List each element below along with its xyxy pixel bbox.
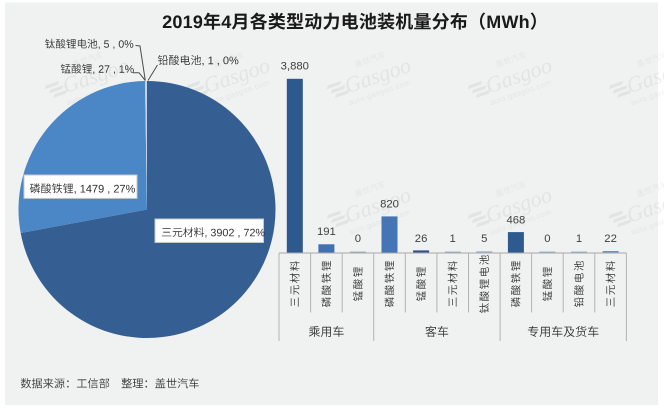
svg-text:1: 1 (450, 233, 456, 245)
svg-text:820: 820 (380, 198, 399, 210)
svg-text:5: 5 (481, 233, 487, 245)
svg-text:3,880: 3,880 (281, 60, 309, 72)
svg-text:191: 191 (317, 226, 336, 238)
svg-text:0: 0 (544, 233, 550, 245)
svg-text:468: 468 (506, 214, 525, 226)
svg-text:0: 0 (355, 233, 361, 245)
svg-text:26: 26 (415, 233, 428, 245)
svg-text:1: 1 (576, 233, 582, 245)
svg-text:22: 22 (604, 233, 617, 245)
